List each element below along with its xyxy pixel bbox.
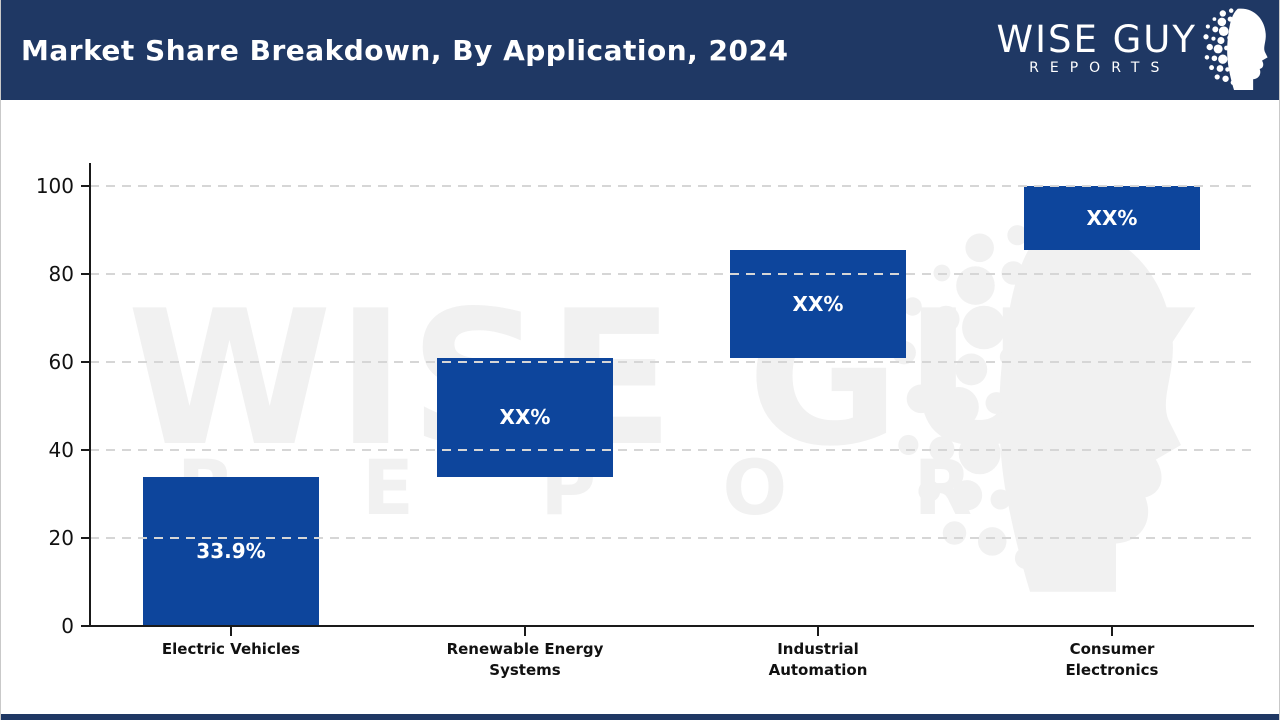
bar-value-label: XX% [499,405,551,430]
bar-electric-vehicles: 33.9% [143,476,319,626]
x-axis-category-line: Electric Vehicles [161,640,301,658]
gridline-60 [90,361,1254,363]
y-axis-tick-mark [81,185,90,187]
y-axis-tick-label: 60 [48,350,74,374]
y-axis-tick-label: 80 [48,262,74,286]
y-axis-tick-mark [81,537,90,539]
bar-consumer-electronics: XX% [1024,186,1200,250]
x-axis-category-line: Automation [768,661,868,679]
chart-title: Market Share Breakdown, By Application, … [21,33,789,67]
bar-value-label: 33.9% [196,539,266,564]
logo-head-icon [1203,8,1268,90]
x-axis-category-label: Renewable Energy Systems [393,639,657,681]
bar-industrial-automation: XX% [730,249,906,358]
chart-canvas: WISE GUY R E P O R T S 0 20 40 60 80 100 33.9%… [1,100,1279,714]
y-axis-tick-label: 20 [48,526,74,550]
bar-value-label: XX% [792,291,844,316]
bar-value-label: XX% [1086,205,1138,230]
y-axis-tick-mark [81,361,90,363]
gridline-80 [90,273,1254,275]
x-axis-category-line: Consumer [1069,640,1155,658]
x-axis-tick-mark [1111,627,1113,636]
y-axis-tick-mark [81,625,90,627]
logo-text: WISE GUY REPORTS [996,17,1197,76]
logo-subtitle: REPORTS [1029,59,1171,76]
y-axis-line [89,163,91,627]
y-axis-tick-mark [81,449,90,451]
x-axis-line [89,625,1254,627]
logo-wordmark: WISE GUY [996,17,1197,61]
x-axis-tick-mark [230,627,232,636]
x-axis-category-label: Consumer Electronics [980,639,1244,681]
x-axis-category-label: Electric Vehicles [99,639,363,660]
x-axis-category-line: Electronics [1065,661,1159,679]
header-bar: Market Share Breakdown, By Application, … [1,0,1279,100]
y-axis-tick-label: 100 [35,174,74,198]
y-axis-tick-label: 0 [61,614,74,638]
gridline-40 [90,449,1254,451]
x-axis-category-line: Renewable Energy [446,640,604,658]
wiseguy-logo: WISE GUY REPORTS [997,6,1269,90]
gridline-100 [90,185,1254,187]
footer-bar [1,714,1279,720]
x-axis-category-label: Industrial Automation [686,639,950,681]
x-axis-tick-mark [524,627,526,636]
y-axis-tick-mark [81,273,90,275]
x-axis-category-line: Systems [489,661,561,679]
x-axis-category-line: Industrial [777,640,859,658]
gridline-20 [90,537,1254,539]
y-axis-tick-label: 40 [48,438,74,462]
bar-renewable-energy-systems: XX% [437,357,613,477]
x-axis-tick-mark [817,627,819,636]
